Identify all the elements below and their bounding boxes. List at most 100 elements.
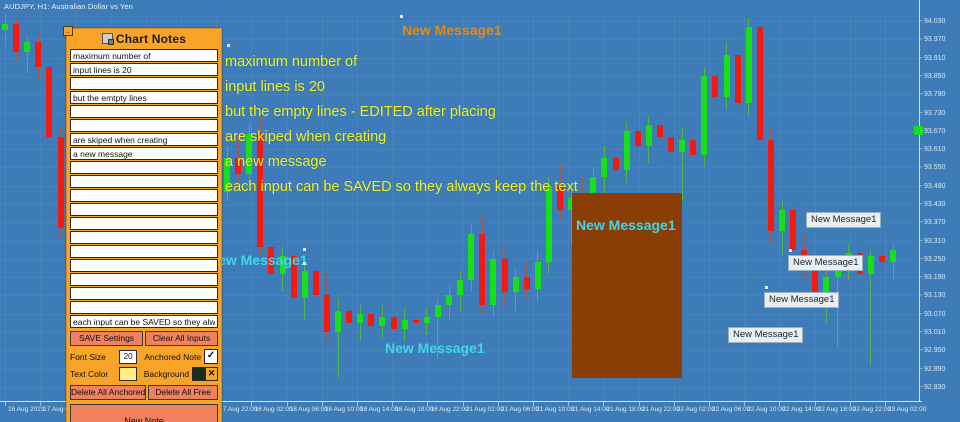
note-input-17[interactable] (70, 273, 218, 286)
chart-note-note-cyan-rect[interactable]: New Message1 (576, 217, 676, 233)
price-tick: -93.730 (920, 109, 946, 117)
candle-wick (337, 298, 339, 378)
candle-body (257, 133, 264, 247)
delete-all-free-button[interactable]: Delete All Free (148, 385, 218, 400)
boxed-note-2[interactable]: New Message1 (788, 255, 864, 271)
gridline-h (0, 313, 922, 315)
note-input-1[interactable] (70, 49, 218, 62)
note-input-16[interactable] (70, 259, 218, 272)
note-input-list[interactable] (67, 49, 221, 328)
candle-body (468, 234, 475, 281)
candle-body (312, 271, 319, 296)
chart-note-note-cyan-left[interactable]: New Message1 (208, 252, 308, 268)
chart-note-line: are skiped when creating (225, 129, 387, 145)
note-input-7[interactable] (70, 133, 218, 146)
note-input-8[interactable] (70, 147, 218, 160)
candle-body (679, 139, 686, 153)
candlestick (501, 246, 508, 305)
candle-body (323, 295, 330, 332)
background-color-swatch[interactable]: ✕ (192, 367, 218, 381)
chart-note-note-cyan-bottom[interactable]: New Message1 (385, 340, 485, 356)
time-tick: 18 Aug 22:00 (427, 402, 469, 413)
candle-body (35, 42, 42, 67)
note-input-10[interactable] (70, 175, 218, 188)
note-input-20[interactable] (70, 315, 218, 328)
candle-body (357, 313, 364, 323)
candle-body (235, 158, 242, 174)
font-size-input[interactable]: 20 (118, 349, 138, 364)
boxed-note-1[interactable]: New Message1 (806, 212, 882, 228)
time-tick: 22 Aug 02:00 (673, 402, 716, 413)
time-tick: 18 Aug 18:00 (392, 402, 434, 413)
gridline-h (0, 222, 922, 224)
chart-text-note-yellow[interactable]: maximum number of input lines is 20 but th… (225, 44, 578, 200)
background-clear-icon[interactable]: ✕ (206, 368, 217, 380)
gridline-v (885, 12, 886, 402)
note-input-14[interactable] (70, 231, 218, 244)
candle-body (268, 246, 275, 275)
price-axis[interactable]: -94.030 -93.970 -93.910 -93.850 -93.790 -93.7… (914, 0, 960, 402)
chart-notes-panel[interactable]: _ Chart Notes SAVE Settings Clear All In… (63, 26, 222, 422)
boxed-note-3[interactable]: New Message1 (764, 292, 840, 308)
candlestick (878, 243, 885, 275)
candle-body (390, 316, 397, 329)
gridline-v (497, 12, 499, 402)
candlestick (290, 243, 297, 308)
candlestick (557, 164, 563, 220)
candlestick (368, 298, 375, 336)
gridline-h (0, 130, 922, 132)
panel-title-text: Chart Notes (115, 32, 187, 46)
save-settings-button[interactable]: SAVE Settings (70, 331, 143, 346)
price-tick: -93.670 (920, 127, 946, 135)
candle-body (224, 158, 230, 192)
note-input-19[interactable] (70, 301, 218, 314)
candle-body (623, 130, 630, 171)
gridline-v (321, 12, 323, 402)
price-tick: -93.130 (920, 292, 946, 300)
delete-all-anchored-button[interactable]: Delete All Anchored (70, 385, 147, 400)
note-rectangle[interactable] (572, 193, 682, 378)
candle-body (401, 319, 408, 329)
note-anchor-dot (227, 44, 230, 47)
chart-note-note-orange-top[interactable]: New Message1 (402, 22, 502, 38)
gridline-h (0, 21, 922, 23)
new-note-button[interactable]: New Note (70, 404, 218, 422)
candlestick (312, 255, 319, 305)
anchored-note-label: Anchored Note (144, 351, 202, 362)
note-input-4[interactable] (70, 91, 218, 104)
gridline-h (0, 149, 922, 151)
gridline-h (0, 258, 922, 260)
note-anchor-dot (765, 286, 768, 289)
note-input-13[interactable] (70, 217, 218, 230)
anchored-note-checkbox[interactable]: ✓ (204, 349, 218, 364)
time-tick: 18 Aug 02:00 (251, 402, 293, 413)
candle-wick (437, 298, 439, 360)
note-input-3[interactable] (70, 77, 218, 90)
time-tick: 17 Aug 22:00 (216, 402, 258, 413)
note-input-5[interactable] (70, 105, 218, 118)
gridline-h (0, 295, 922, 297)
note-input-2[interactable] (70, 63, 218, 76)
boxed-note-4[interactable]: New Message1 (728, 327, 804, 343)
candlestick (890, 243, 896, 281)
text-color-swatch[interactable] (119, 367, 137, 381)
time-tick: 22 Aug 14:00 (779, 402, 821, 413)
price-tick: -93.370 (920, 219, 946, 227)
note-input-18[interactable] (70, 287, 218, 300)
note-input-15[interactable] (70, 245, 218, 258)
note-input-12[interactable] (70, 203, 218, 216)
candlestick (268, 234, 275, 287)
candlestick (13, 18, 20, 61)
gridline-v (251, 12, 253, 402)
candle-wick (870, 249, 872, 366)
candlestick (46, 54, 53, 147)
candle-body (568, 197, 575, 211)
note-input-11[interactable] (70, 189, 218, 202)
gridline-v (744, 12, 746, 402)
panel-minimize-button[interactable]: _ (63, 26, 73, 36)
note-input-9[interactable] (70, 161, 218, 174)
note-input-6[interactable] (70, 119, 218, 132)
clear-all-inputs-button[interactable]: Clear All Inputs (145, 331, 218, 346)
candlestick (390, 301, 397, 336)
